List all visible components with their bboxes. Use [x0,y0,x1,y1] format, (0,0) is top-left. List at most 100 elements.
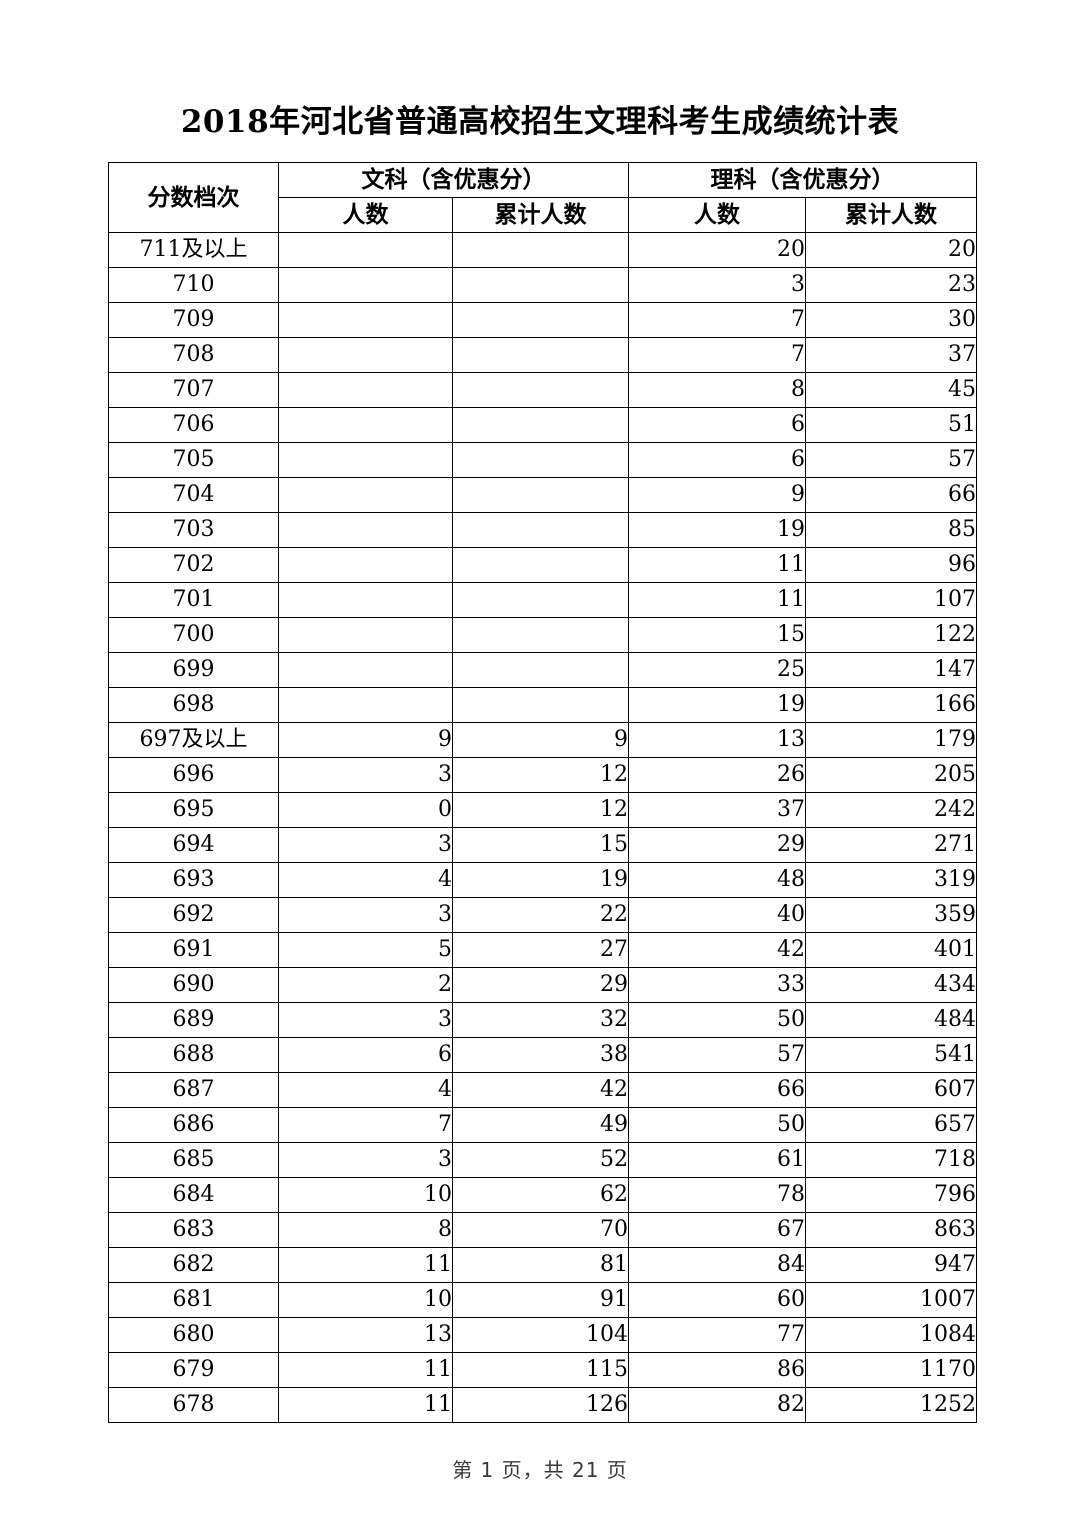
cell-liberal-arts-cumulative: 12 [452,757,629,793]
cell-science-count: 29 [628,827,806,863]
cell-science-cumulative: 30 [805,302,977,338]
cell-science-count: 26 [628,757,806,793]
table-row: 686 7 49 50 657 [108,1107,977,1143]
table-row: 689 3 32 50 484 [108,1002,977,1038]
table-row: 695 0 12 37 242 [108,792,977,828]
table-row: 688 6 38 57 541 [108,1037,977,1073]
cell-liberal-arts-count [278,302,453,338]
table-row: 690 2 29 33 434 [108,967,977,1003]
cell-science-count: 6 [628,407,806,443]
cell-liberal-arts-count [278,687,453,723]
cell-liberal-arts-count: 7 [278,1107,453,1143]
cell-score-band: 708 [108,337,279,373]
table-row: 694 3 15 29 271 [108,827,977,863]
cell-science-cumulative: 796 [805,1177,977,1213]
table-row: 687 4 42 66 607 [108,1072,977,1108]
cell-liberal-arts-count: 3 [278,1002,453,1038]
cell-score-band: 684 [108,1177,279,1213]
cell-liberal-arts-count [278,477,453,513]
cell-score-band: 697及以上 [108,722,279,758]
table-row: 707 8 45 [108,372,977,408]
cell-score-band: 702 [108,547,279,583]
table-row: 682 11 81 84 947 [108,1247,977,1283]
table-row: 692 3 22 40 359 [108,897,977,933]
cell-liberal-arts-count: 11 [278,1387,453,1423]
cell-science-count: 50 [628,1002,806,1038]
table-row: 691 5 27 42 401 [108,932,977,968]
table-row: 699 25 147 [108,652,977,688]
cell-liberal-arts-cumulative: 81 [452,1247,629,1283]
cell-science-count: 33 [628,967,806,1003]
cell-score-band: 707 [108,372,279,408]
cell-science-cumulative: 51 [805,407,977,443]
cell-score-band: 681 [108,1282,279,1318]
cell-liberal-arts-count: 11 [278,1247,453,1283]
cell-liberal-arts-count [278,582,453,618]
cell-score-band: 710 [108,267,279,303]
table-row: 693 4 19 48 319 [108,862,977,898]
cell-score-band: 711及以上 [108,232,279,268]
cell-liberal-arts-count: 0 [278,792,453,828]
cell-science-count: 20 [628,232,806,268]
cell-liberal-arts-cumulative [452,407,629,443]
cell-score-band: 699 [108,652,279,688]
cell-liberal-arts-count: 10 [278,1177,453,1213]
cell-liberal-arts-cumulative: 52 [452,1142,629,1178]
column-header-score-band: 分数档次 [108,162,279,233]
cell-science-cumulative: 1084 [805,1317,977,1353]
cell-liberal-arts-cumulative [452,477,629,513]
cell-liberal-arts-cumulative: 104 [452,1317,629,1353]
cell-liberal-arts-cumulative: 29 [452,967,629,1003]
cell-liberal-arts-count: 13 [278,1317,453,1353]
cell-science-cumulative: 205 [805,757,977,793]
score-statistics-table-container: 分数档次 文科（含优惠分） 理科（含优惠分） 人数 累计人数 人数 累计人数 7… [108,162,977,1423]
table-row: 704 9 66 [108,477,977,513]
table-row: 679 11 115 86 1170 [108,1352,977,1388]
table-row: 710 3 23 [108,267,977,303]
cell-liberal-arts-count: 11 [278,1352,453,1388]
cell-liberal-arts-cumulative: 62 [452,1177,629,1213]
cell-liberal-arts-cumulative: 70 [452,1212,629,1248]
cell-liberal-arts-count: 6 [278,1037,453,1073]
cell-science-cumulative: 107 [805,582,977,618]
cell-science-cumulative: 66 [805,477,977,513]
cell-science-count: 13 [628,722,806,758]
cell-liberal-arts-cumulative [452,617,629,653]
cell-score-band: 679 [108,1352,279,1388]
cell-liberal-arts-cumulative: 19 [452,862,629,898]
cell-liberal-arts-cumulative: 15 [452,827,629,863]
cell-science-count: 11 [628,582,806,618]
table-row: 701 11 107 [108,582,977,618]
cell-science-count: 3 [628,267,806,303]
cell-liberal-arts-count: 3 [278,757,453,793]
cell-science-count: 9 [628,477,806,513]
cell-score-band: 695 [108,792,279,828]
cell-science-cumulative: 607 [805,1072,977,1108]
cell-science-cumulative: 85 [805,512,977,548]
table-row: 698 19 166 [108,687,977,723]
cell-liberal-arts-count [278,337,453,373]
table-row: 697及以上 9 9 13 179 [108,722,977,758]
page-title: 2018年河北省普通高校招生文理科考生成绩统计表 [180,104,900,140]
cell-science-count: 66 [628,1072,806,1108]
table-row: 705 6 57 [108,442,977,478]
cell-liberal-arts-cumulative [452,232,629,268]
cell-score-band: 690 [108,967,279,1003]
cell-liberal-arts-cumulative [452,302,629,338]
cell-science-cumulative: 1007 [805,1282,977,1318]
cell-liberal-arts-count: 2 [278,967,453,1003]
table-body: 711及以上 20 20 710 3 23 709 7 30 708 7 37 707 8 45 706 6 51… [108,232,977,1423]
cell-score-band: 680 [108,1317,279,1353]
cell-science-count: 19 [628,512,806,548]
cell-science-cumulative: 122 [805,617,977,653]
cell-science-cumulative: 359 [805,897,977,933]
table-row: 696 3 12 26 205 [108,757,977,793]
cell-science-count: 8 [628,372,806,408]
cell-liberal-arts-cumulative [452,337,629,373]
cell-science-cumulative: 96 [805,547,977,583]
cell-science-count: 7 [628,302,806,338]
cell-liberal-arts-cumulative [452,372,629,408]
cell-science-count: 15 [628,617,806,653]
cell-liberal-arts-cumulative [452,512,629,548]
cell-liberal-arts-count [278,547,453,583]
